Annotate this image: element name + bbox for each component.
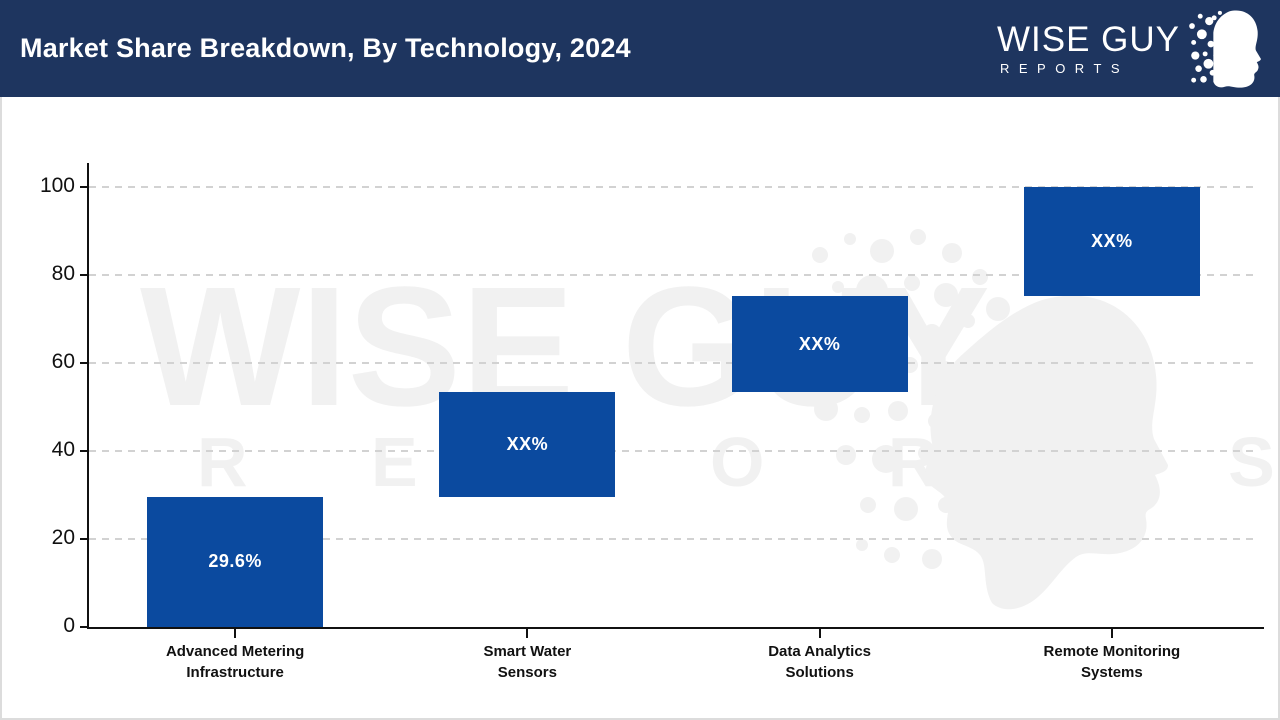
y-tick-label: 100 xyxy=(39,174,75,197)
y-axis-line xyxy=(87,163,89,629)
header: Market Share Breakdown, By Technology, 2… xyxy=(0,0,1280,97)
plot-area: 0 20 40 60 80 100 29.6% Advanced Metering Infras… xyxy=(2,97,1280,720)
x-tick xyxy=(234,629,237,638)
bar-0: 29.6% xyxy=(147,496,324,627)
y-tick-label: 40 xyxy=(51,438,75,461)
category-label: Remote Monitoring Systems xyxy=(972,641,1252,683)
logo-subtitle: REPORTS xyxy=(999,60,1130,76)
category-label: Advanced Metering Infrastructure xyxy=(95,641,375,683)
x-tick xyxy=(526,629,529,638)
category-label-line: Sensors xyxy=(497,664,557,681)
gridline xyxy=(89,450,1258,452)
y-tick xyxy=(80,538,89,540)
logo-wordmark: WISE GUY xyxy=(996,19,1180,59)
bar-value-label: 29.6% xyxy=(208,551,262,572)
logo: WISE GUY REPORTS xyxy=(997,8,1266,90)
category-label-line: Infrastructure xyxy=(186,664,284,681)
y-tick-label: 0 xyxy=(63,614,75,637)
bar-3: XX% xyxy=(1023,187,1200,297)
category-label: Smart Water Sensors xyxy=(387,641,667,683)
gridline xyxy=(89,274,1258,276)
watermark-face-icon xyxy=(812,229,1168,610)
category-label-line: Remote Monitoring xyxy=(1043,643,1181,660)
gridline xyxy=(89,538,1258,540)
bar-1: XX% xyxy=(439,392,616,497)
category-label-line: Smart Water xyxy=(483,643,572,660)
y-tick xyxy=(80,362,89,364)
y-tick xyxy=(80,186,89,188)
chart-title: Market Share Breakdown, By Technology, 2… xyxy=(20,33,631,63)
x-axis-line xyxy=(87,627,1264,629)
y-tick-label: 80 xyxy=(51,262,75,285)
x-tick xyxy=(1110,629,1113,638)
category-label-line: Data Analytics xyxy=(768,643,872,660)
category-label-line: Solutions xyxy=(785,664,854,681)
y-tick-label: 60 xyxy=(51,350,75,373)
logo-face-icon xyxy=(1189,10,1261,88)
y-tick xyxy=(80,626,89,628)
bar-2: XX% xyxy=(731,296,908,393)
gridline xyxy=(89,362,1258,364)
category-label-line: Systems xyxy=(1081,664,1143,681)
gridline xyxy=(89,186,1258,188)
y-tick xyxy=(80,274,89,276)
category-label-line: Advanced Metering xyxy=(165,643,305,660)
bar-value-label: XX% xyxy=(506,433,549,454)
bar-value-label: XX% xyxy=(1091,231,1133,252)
y-tick xyxy=(80,450,89,452)
x-tick xyxy=(818,629,821,638)
category-label: Data Analytics Solutions xyxy=(680,641,960,683)
bar-value-label: XX% xyxy=(798,333,841,354)
logo-text: WISE GUY REPORTS xyxy=(997,22,1180,76)
chart-canvas: WISE GUY R E P O R T S 0 20 40 60 80 100 29.6%… xyxy=(0,97,1280,720)
y-tick-label: 20 xyxy=(51,526,75,549)
